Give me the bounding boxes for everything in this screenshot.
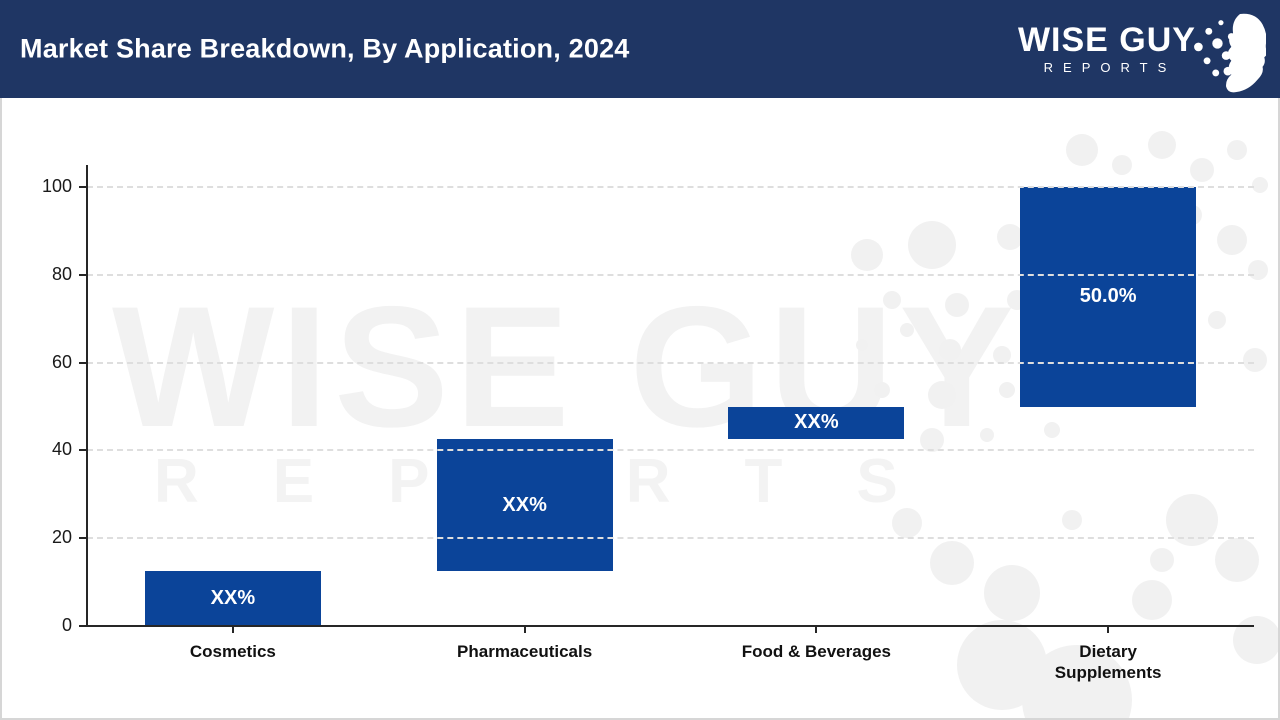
logo-text: WISE GUY REPORTS [1018,22,1196,75]
y-tick-label: 0 [61,615,72,635]
x-tick-mark [523,626,526,633]
gridline-20 [87,537,1254,540]
x-axis-line [87,625,1254,627]
x-tick-label: Cosmetics [189,642,276,661]
y-tick-mark [79,186,87,188]
y-tick-mark [79,449,87,452]
chart-title: Market Share Breakdown, By Application, … [20,33,630,64]
bar-dietary-supplements [1020,187,1197,407]
y-tick-label: 20 [51,527,72,548]
y-tick-mark [79,273,87,276]
y-tick-mark [79,537,87,540]
y-tick-label: 100 [41,176,72,196]
bar-value-label: XX% [502,493,547,516]
y-tick-label: 60 [51,351,72,372]
watermark-dots [851,131,1278,718]
x-tick-label: Pharmaceuticals [457,642,593,661]
y-tick-mark [79,361,87,364]
logo-wordmark: WISE GUY [1017,21,1196,59]
gridline-80 [87,273,1254,276]
y-tick-label: 40 [51,439,72,460]
x-tick-mark [231,626,234,633]
gridline-100 [87,186,1254,188]
bar-value-label: XX% [794,411,839,434]
plot: 0 20 40 60 80 100 XX% Cosmetics XX% Pharmaceutica… [2,98,1278,718]
gridline-60 [87,361,1254,364]
wiseguy-logo: WISE GUY REPORTS [1006,6,1266,94]
y-tick-label: 80 [51,263,72,284]
y-axis-line [86,165,88,627]
logo-face-icon [1194,13,1266,93]
y-tick-mark [79,625,87,627]
x-tick-mark [1107,626,1110,633]
bar-value-label: XX% [210,587,256,610]
bar-pharmaceuticals [436,439,613,572]
header-bar: Market Share Breakdown, By Application, … [0,0,1280,98]
gridline-40 [87,449,1254,452]
bar-food-beverages [728,406,905,440]
x-tick-mark [815,626,818,633]
bar-value-label: 50.0% [1079,285,1137,308]
x-tick-label: Dietary Supplements [1054,642,1162,682]
bar-cosmetics [144,571,321,626]
chart-area: WISE GUY REPORTS 020406080100XX%Cosmetic… [0,98,1280,720]
logo-subtext: REPORTS [1043,60,1177,75]
x-tick-label: Food & Beverages [741,642,891,661]
